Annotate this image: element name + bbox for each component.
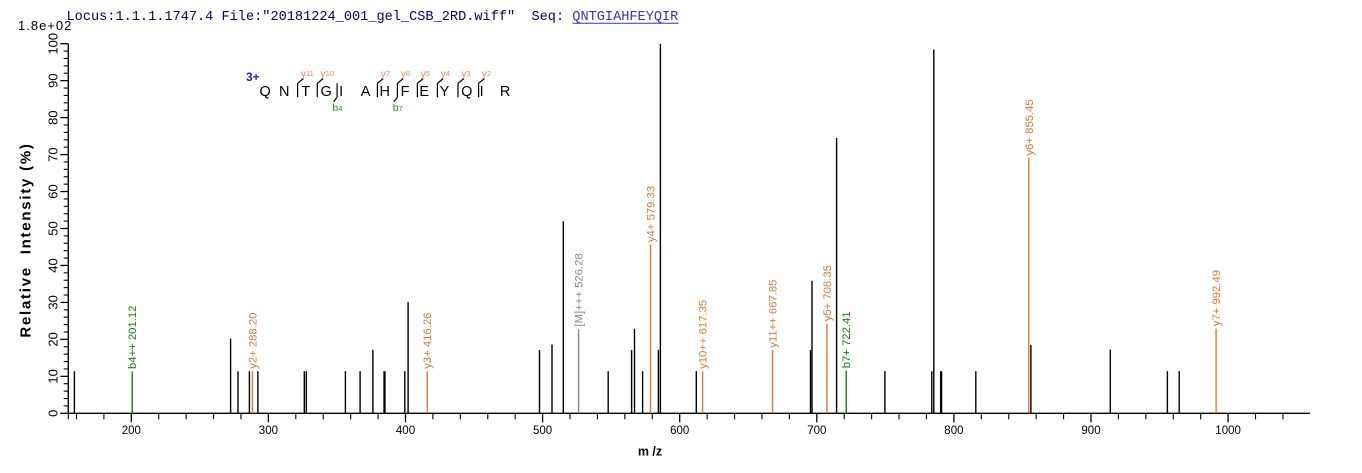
svg-text:50: 50 — [46, 221, 61, 235]
svg-text:y4: y4 — [441, 68, 450, 80]
svg-text:m /z: m /z — [638, 445, 662, 459]
svg-text:y6: y6 — [401, 68, 410, 80]
svg-text:10: 10 — [46, 369, 61, 383]
svg-text:[M]+++ 526.28: [M]+++ 526.28 — [574, 253, 586, 326]
svg-text:H: H — [380, 84, 390, 100]
svg-text:90: 90 — [46, 73, 61, 87]
svg-text:y6+ 855.45: y6+ 855.45 — [1024, 99, 1036, 155]
svg-text:A: A — [361, 84, 371, 100]
svg-text:80: 80 — [46, 110, 61, 124]
svg-text:20: 20 — [46, 332, 61, 346]
svg-text:Locus:1.1.1.1747.4 File:"20181: Locus:1.1.1.1747.4 File:"20181224_001_ge… — [67, 10, 679, 25]
svg-text:1000: 1000 — [1215, 425, 1241, 437]
svg-text:Relative Intensity (%): Relative Intensity (%) — [18, 142, 35, 337]
svg-text:y3: y3 — [461, 68, 470, 80]
svg-text:700: 700 — [807, 425, 826, 437]
svg-text:I: I — [480, 84, 484, 100]
svg-text:900: 900 — [1081, 425, 1100, 437]
svg-text:b4++ 201.12: b4++ 201.12 — [127, 306, 139, 369]
svg-text:100: 100 — [46, 33, 61, 55]
svg-text:300: 300 — [259, 425, 278, 437]
svg-text:E: E — [419, 84, 429, 100]
svg-text:G: G — [321, 84, 332, 100]
svg-text:T: T — [301, 84, 310, 100]
svg-text:y7+ 992.49: y7+ 992.49 — [1211, 270, 1223, 326]
svg-text:y2+ 288.20: y2+ 288.20 — [247, 313, 259, 369]
svg-text:b7: b7 — [393, 102, 403, 114]
svg-text:70: 70 — [46, 147, 61, 161]
svg-text:0: 0 — [46, 410, 61, 417]
svg-text:1.8e+02: 1.8e+02 — [18, 18, 72, 33]
svg-text:600: 600 — [670, 425, 689, 437]
svg-text:Q: Q — [461, 84, 472, 100]
svg-text:I: I — [339, 84, 343, 100]
svg-text:3+: 3+ — [246, 70, 260, 84]
svg-text:30: 30 — [46, 295, 61, 309]
svg-text:y10: y10 — [321, 68, 335, 80]
svg-text:y5+ 708.35: y5+ 708.35 — [822, 265, 834, 321]
svg-text:Y: Y — [440, 84, 450, 100]
svg-text:800: 800 — [944, 425, 963, 437]
svg-text:y3+ 416.26: y3+ 416.26 — [422, 313, 434, 369]
svg-text:y11++ 667.85: y11++ 667.85 — [768, 280, 780, 348]
svg-text:y4+ 579.33: y4+ 579.33 — [646, 186, 658, 242]
svg-text:500: 500 — [533, 425, 552, 437]
svg-text:b4: b4 — [332, 102, 342, 114]
svg-text:y7: y7 — [381, 68, 390, 80]
svg-text:200: 200 — [122, 425, 141, 437]
svg-text:40: 40 — [46, 258, 61, 272]
svg-text:y11: y11 — [301, 68, 314, 80]
svg-text:N: N — [279, 84, 289, 100]
svg-text:y10++ 617.35: y10++ 617.35 — [698, 300, 710, 369]
svg-text:y5: y5 — [421, 68, 430, 80]
svg-text:F: F — [401, 84, 410, 100]
svg-text:60: 60 — [46, 184, 61, 198]
svg-text:Q: Q — [259, 84, 270, 100]
svg-text:b7+ 722.41: b7+ 722.41 — [841, 311, 853, 368]
svg-text:y2: y2 — [482, 68, 491, 80]
svg-text:400: 400 — [396, 425, 415, 437]
svg-text:R: R — [500, 84, 510, 100]
